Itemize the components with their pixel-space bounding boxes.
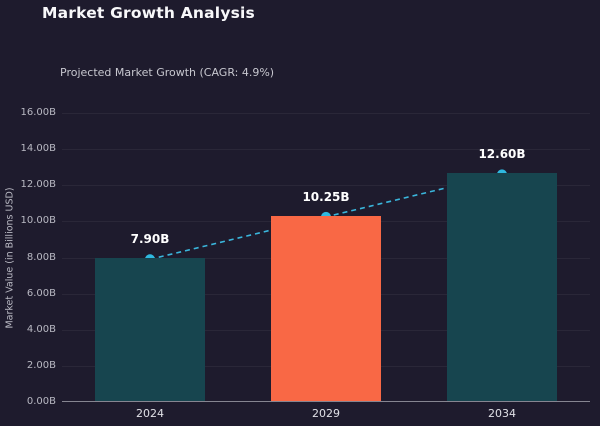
- x-tick-label: 2029: [312, 407, 340, 420]
- x-tick-label: 2024: [136, 407, 164, 420]
- y-axis-tick-labels: 0.00B 2.00B 4.00B 6.00B 8.00B 10.00B 12.00B 14.…: [0, 107, 57, 407]
- y-tick-label: 4.00B: [26, 323, 56, 335]
- bar-value-label: 12.60B: [478, 147, 526, 162]
- y-tick-label: 12.00B: [20, 179, 57, 191]
- bar-2029: [271, 215, 381, 401]
- bar-value-label: 10.25B: [302, 189, 350, 204]
- plot-area: 7.90B 10.25B 12.60B: [62, 113, 590, 402]
- gridline: [62, 149, 590, 151]
- x-tick-label: 2034: [488, 407, 516, 420]
- y-tick-label: 2.00B: [26, 359, 56, 371]
- y-tick-label: 0.00B: [26, 396, 56, 407]
- y-tick-label: 6.00B: [26, 287, 56, 299]
- y-tick-label: 8.00B: [26, 251, 56, 263]
- chart-subtitle: Projected Market Growth (CAGR: 4.9%): [60, 66, 275, 79]
- gridline: [62, 113, 590, 114]
- y-tick-label: 10.00B: [20, 215, 57, 227]
- chart-title: Market Growth Analysis: [42, 4, 255, 22]
- bar-2024: [95, 258, 205, 401]
- x-axis-line: [62, 401, 590, 402]
- bar-value-label: 7.90B: [130, 232, 170, 247]
- gridline: [62, 185, 590, 187]
- x-axis-tick-labels: 2024 2029 2034: [62, 407, 590, 420]
- y-tick-label: 14.00B: [20, 143, 57, 155]
- bar-2034: [447, 173, 557, 401]
- y-tick-label: 16.00B: [20, 107, 57, 118]
